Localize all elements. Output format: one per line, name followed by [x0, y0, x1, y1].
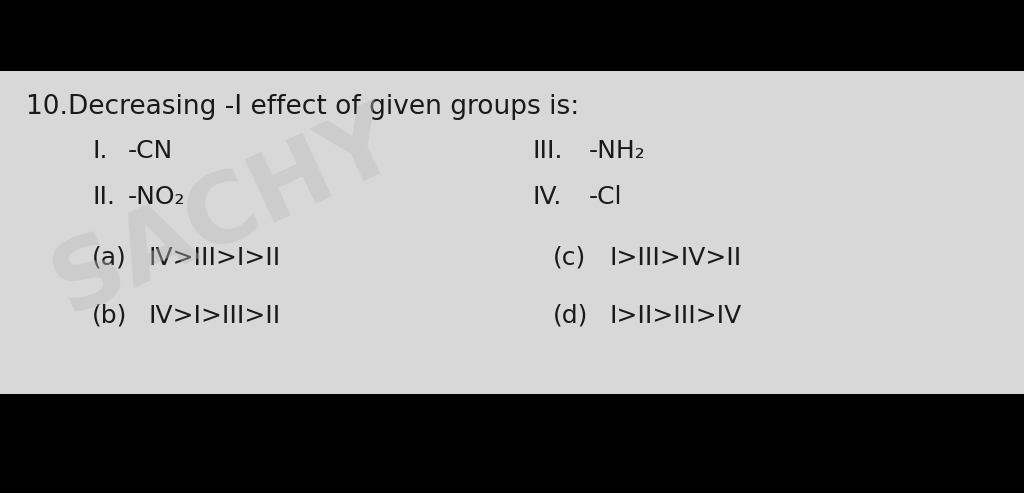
Text: IV>III>I>II: IV>III>I>II	[148, 246, 281, 270]
Text: -CN: -CN	[128, 140, 173, 163]
Bar	[0, 71, 1024, 394]
Text: (d): (d)	[553, 304, 589, 328]
Text: 10.Decreasing -I effect of given groups is:: 10.Decreasing -I effect of given groups …	[26, 94, 579, 120]
Text: III.: III.	[532, 140, 563, 163]
Text: -NO₂: -NO₂	[128, 184, 185, 209]
Text: IV>I>III>II: IV>I>III>II	[148, 304, 281, 328]
Text: I>II>III>IV: I>II>III>IV	[609, 304, 741, 328]
Text: -NH₂: -NH₂	[589, 140, 645, 163]
Text: SACHY: SACHY	[39, 94, 412, 334]
Text: I>III>IV>II: I>III>IV>II	[609, 246, 741, 270]
Text: -Cl: -Cl	[589, 184, 623, 209]
Text: (c): (c)	[553, 246, 586, 270]
Text: (a): (a)	[92, 246, 127, 270]
Text: I.: I.	[92, 140, 108, 163]
Text: II.: II.	[92, 184, 115, 209]
Text: IV.: IV.	[532, 184, 562, 209]
Text: (b): (b)	[92, 304, 128, 328]
